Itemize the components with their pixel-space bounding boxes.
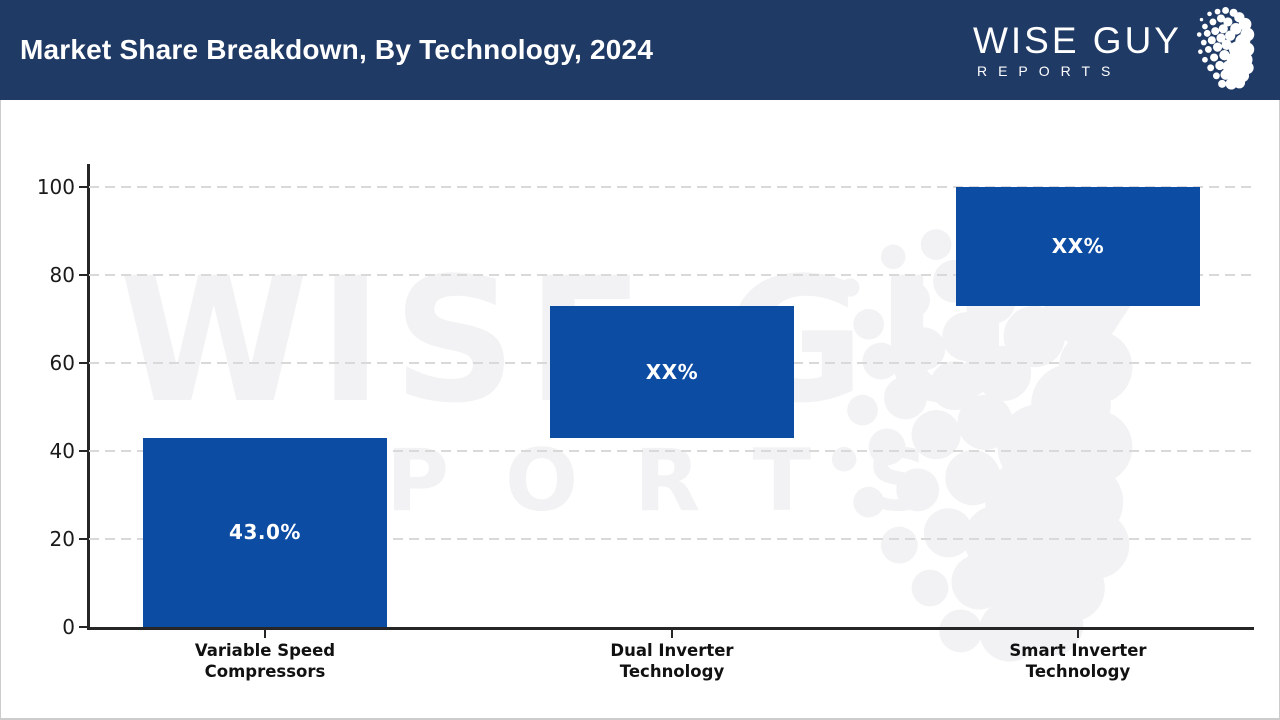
y-tick-label: 20 <box>49 527 75 551</box>
bar-segment: XX% <box>956 187 1200 306</box>
logo-face-dots-icon <box>1184 7 1266 93</box>
gridline <box>89 274 1251 276</box>
header-bar: Market Share Breakdown, By Technology, 2… <box>0 0 1280 100</box>
x-axis-line <box>87 627 1254 630</box>
y-tick-mark <box>79 274 88 276</box>
x-tick-mark <box>1077 630 1079 638</box>
bar-segment: XX% <box>550 305 794 438</box>
wiseguy-logo: WISE GUY REPORTS <box>973 7 1266 93</box>
y-tick-label: 80 <box>49 263 75 287</box>
bar-value-label: XX% <box>1051 234 1105 259</box>
y-tick-label: 60 <box>49 351 75 375</box>
page-title: Market Share Breakdown, By Technology, 2… <box>20 34 654 65</box>
category-label: Variable Speed Compressors <box>194 641 336 681</box>
x-tick-mark <box>264 630 266 638</box>
y-tick-mark <box>79 186 88 188</box>
bar-chart-plot: 0 20 40 60 80 100 43.0% Variable Speed Compress… <box>1 100 1279 718</box>
logo-text: WISE GUY REPORTS <box>973 22 1182 79</box>
y-tick-label: 100 <box>36 175 75 199</box>
category-label: Dual Inverter Technology <box>610 641 734 681</box>
gridline <box>89 450 1251 452</box>
bar-segment: 43.0% <box>143 437 387 627</box>
logo-subtitle: REPORTS <box>976 62 1122 79</box>
y-tick-mark <box>79 626 88 628</box>
logo-wordmark: WISE GUY <box>972 19 1182 61</box>
y-tick-mark <box>79 538 88 540</box>
y-tick-mark <box>79 450 88 452</box>
y-tick-label: 0 <box>62 615 75 639</box>
y-tick-label: 40 <box>49 439 75 463</box>
y-tick-mark <box>79 362 88 364</box>
category-label: Smart Inverter Technology <box>1009 641 1147 681</box>
y-axis-line <box>87 164 90 630</box>
bar-value-label: 43.0% <box>229 520 301 545</box>
bar-value-label: XX% <box>645 359 699 384</box>
gridline <box>89 538 1251 540</box>
chart-card: WISE GUY REPORTS 02040608010043.0%Variab… <box>0 100 1280 720</box>
gridline <box>89 186 1251 188</box>
x-tick-mark <box>671 630 673 638</box>
